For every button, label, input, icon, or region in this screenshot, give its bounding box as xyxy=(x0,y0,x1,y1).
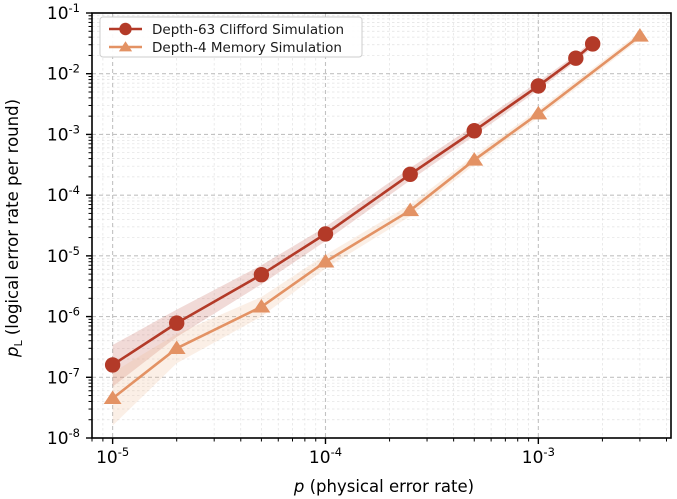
legend-marker-triangle-1 xyxy=(118,41,133,52)
x-tick-label: 10-4 xyxy=(309,445,342,468)
legend-label-0: Depth-63 Clifford Simulation xyxy=(152,22,344,38)
legend-label-1: Depth-4 Memory Simulation xyxy=(152,40,342,56)
y-tick-label: 10-1 xyxy=(47,1,80,24)
axis-frame xyxy=(91,12,672,439)
x-tick-label: 10-3 xyxy=(522,445,555,468)
data-point-marker[interactable] xyxy=(167,340,186,355)
data-point-marker[interactable] xyxy=(402,166,418,183)
data-point-marker[interactable] xyxy=(568,50,584,66)
y-tick-label: 10-5 xyxy=(47,244,80,267)
y-tick-label: 10-7 xyxy=(47,365,80,388)
data-point-marker[interactable] xyxy=(630,28,649,42)
plot-background xyxy=(92,13,671,438)
confidence-band-series-1 xyxy=(112,32,640,426)
data-point-marker[interactable] xyxy=(317,226,334,242)
data-point-marker[interactable] xyxy=(316,253,335,268)
y-tick-label: 10-6 xyxy=(47,305,80,328)
data-point-marker[interactable] xyxy=(104,357,121,373)
data-point-marker[interactable] xyxy=(584,36,601,52)
data-line-series-1[interactable] xyxy=(111,34,642,400)
data-point-marker[interactable] xyxy=(529,105,548,120)
data-point-marker[interactable] xyxy=(252,298,271,313)
x-tick-label: 10-5 xyxy=(96,445,129,468)
data-point-marker[interactable] xyxy=(103,390,122,405)
y-tick-label: 10-8 xyxy=(47,426,80,449)
y-tick-label: 10-4 xyxy=(47,183,80,206)
data-point-marker[interactable] xyxy=(253,266,270,283)
y-tick-label: 10-2 xyxy=(47,62,80,85)
data-point-marker[interactable] xyxy=(169,315,185,331)
data-point-marker[interactable] xyxy=(466,123,482,139)
data-point-marker[interactable] xyxy=(401,202,420,217)
data-point-marker[interactable] xyxy=(530,78,547,94)
legend-box xyxy=(99,16,363,58)
data-point-marker[interactable] xyxy=(465,152,484,166)
legend-marker-circle-0 xyxy=(119,22,132,36)
y-tick-label: 10-3 xyxy=(47,122,80,145)
